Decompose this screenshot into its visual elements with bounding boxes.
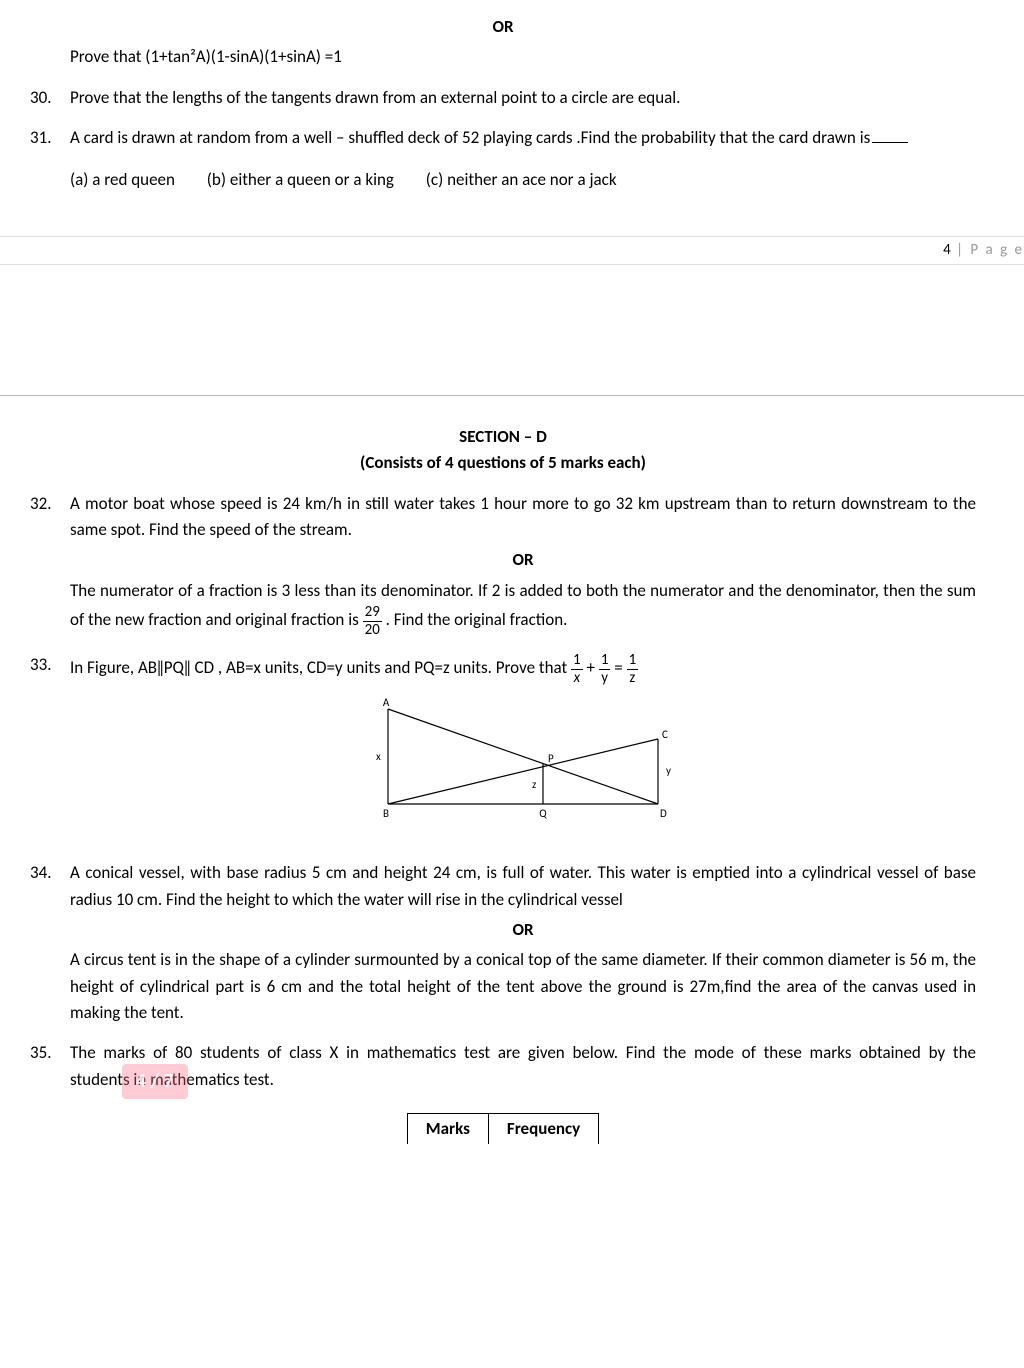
- fd: x: [571, 670, 583, 687]
- svg-text:z: z: [532, 778, 537, 791]
- q32-part2: The numerator of a fraction is 3 less th…: [70, 578, 976, 638]
- svg-text:Q: Q: [539, 807, 547, 820]
- page-label: | P a g e: [951, 241, 1024, 259]
- q31-opt-a: (a) a red queen: [70, 169, 175, 190]
- svg-text:D: D: [660, 807, 667, 820]
- fn: 1: [599, 652, 611, 670]
- frac-num: 29: [363, 604, 382, 622]
- q30-text: Prove that the lengths of the tangents d…: [70, 85, 976, 111]
- q33-lead: In Figure, AB‖PQ‖ CD , AB=x units, CD=y …: [70, 657, 571, 678]
- svg-text:B: B: [383, 807, 389, 820]
- svg-text:x: x: [376, 750, 381, 763]
- svg-text:C: C: [662, 728, 668, 741]
- q33-figure: A B C D P Q x y z: [70, 694, 976, 832]
- partial-table: Marks Frequency: [30, 1113, 976, 1144]
- q34-part1: A conical vessel, with base radius 5 cm …: [70, 860, 976, 913]
- section-subtitle: (Consists of 4 questions of 5 marks each…: [30, 450, 976, 476]
- table-h1: Marks: [407, 1114, 488, 1145]
- q32-part1: A motor boat whose speed is 24 km/h in s…: [70, 491, 976, 544]
- eq-plus: +: [587, 657, 595, 678]
- q31-num: 31.: [30, 125, 70, 194]
- svg-text:A: A: [383, 696, 390, 709]
- q33-text: In Figure, AB‖PQ‖ CD , AB=x units, CD=y …: [70, 652, 976, 686]
- q32-p2b: . Find the original fraction.: [386, 609, 568, 630]
- eq-1z: 1z: [627, 652, 639, 686]
- q34-or: OR: [70, 917, 976, 943]
- q31-opt-b: (b) either a queen or a king: [207, 169, 394, 190]
- q31-opt-c: (c) neither an ace nor a jack: [426, 169, 617, 190]
- q35-text: The marks of 80 students of class X in m…: [70, 1040, 976, 1093]
- q35-p1b: students in mathematics: [70, 1069, 240, 1090]
- page-footer-4: 4 | P a g e: [0, 236, 1024, 265]
- blank-line: [872, 142, 908, 143]
- section-title: SECTION – D: [30, 424, 976, 450]
- svg-text:P: P: [548, 752, 554, 765]
- q34-part2: A circus tent is in the shape of a cylin…: [70, 947, 976, 1026]
- or-top: OR: [30, 14, 976, 40]
- q30-num: 30.: [30, 85, 70, 111]
- q35-p1a: The marks of 80 students of class X in m…: [70, 1042, 976, 1063]
- fd: y: [599, 670, 611, 687]
- page-num-4: 4: [943, 241, 951, 259]
- q32-fraction: 29 20: [363, 604, 382, 638]
- eq-1x: 1x: [571, 652, 583, 686]
- q-prove-identity: Prove that (1+tan²A)(1-sinA)(1+sinA) =1: [70, 46, 342, 67]
- fd: z: [627, 670, 639, 687]
- table-h2: Frequency: [488, 1114, 598, 1145]
- q32-num: 32.: [30, 491, 70, 638]
- svg-text:y: y: [666, 764, 671, 777]
- fn: 1: [571, 652, 583, 670]
- eq-1y: 1y: [599, 652, 611, 686]
- q34-num: 34.: [30, 860, 70, 1026]
- q33-num: 33.: [30, 652, 70, 846]
- frac-den: 20: [363, 622, 382, 639]
- q32-or: OR: [70, 547, 976, 573]
- q35-p1c: test.: [240, 1069, 274, 1090]
- q31-text: A card is drawn at random from a well – …: [70, 127, 870, 148]
- eq-eq: =: [614, 657, 622, 678]
- fn: 1: [627, 652, 639, 670]
- watermark-wrap: students in mathematics4 / 7: [70, 1067, 240, 1093]
- q35-num: 35.: [30, 1040, 70, 1093]
